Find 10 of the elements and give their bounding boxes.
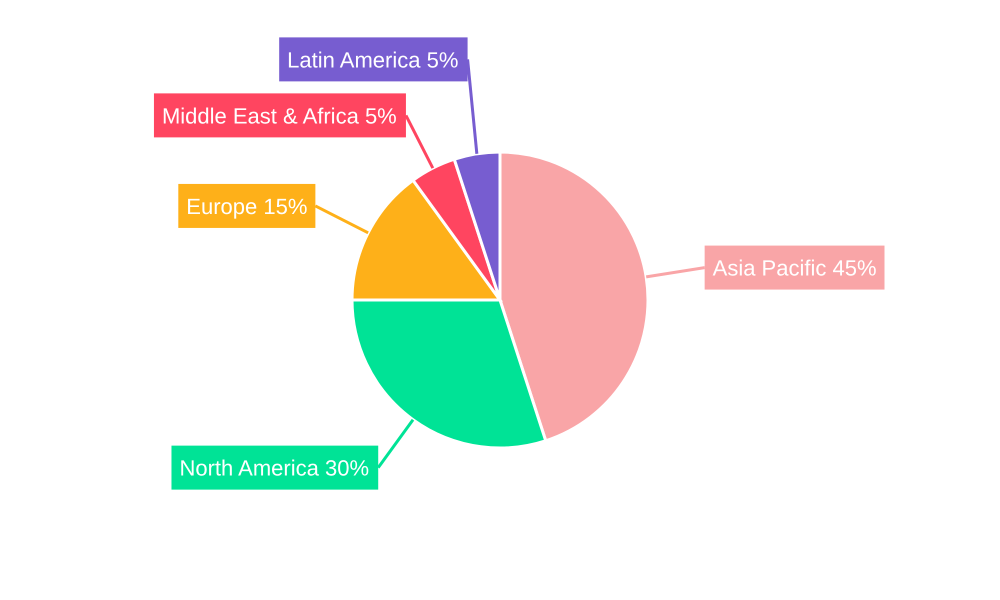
data-label: 5% <box>364 103 397 128</box>
slice-label: Europe <box>186 194 258 219</box>
slice-label: Latin America <box>287 47 422 72</box>
data-label: 30% <box>324 456 370 481</box>
data-label: 45% <box>832 256 877 281</box>
slice-label: North America <box>179 456 320 481</box>
slice-label: Asia Pacific <box>712 256 826 281</box>
slice-label: Middle East & Africa <box>162 103 360 128</box>
data-label: 5% <box>426 47 458 72</box>
data-label: 15% <box>263 194 308 219</box>
